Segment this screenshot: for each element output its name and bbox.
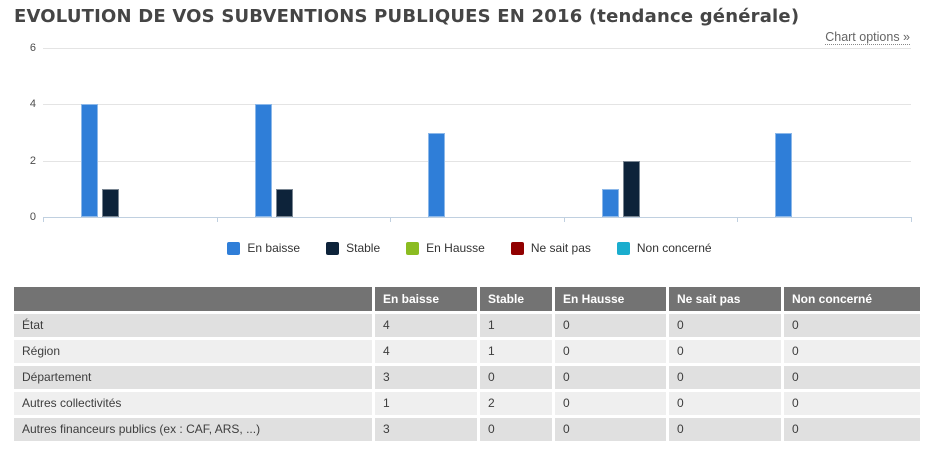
legend-item-ne-sait-pas[interactable]: Ne sait pas xyxy=(510,241,591,255)
row-label-cell: Autres collectivités xyxy=(14,392,372,415)
legend-label: Non concerné xyxy=(636,241,712,255)
bar-stable-3 xyxy=(622,160,640,217)
table-header-row: En baisse Stable En Hausse Ne sait pas Non c… xyxy=(14,287,920,311)
row-label-cell: État xyxy=(14,314,372,337)
value-cell: 0 xyxy=(555,392,666,415)
y-axis-tick-label: 4 xyxy=(29,98,36,111)
table-header-cell: En baisse xyxy=(375,287,477,311)
bar-en-baisse-2 xyxy=(428,132,446,217)
x-axis-tick xyxy=(43,217,44,222)
table-row: Autres financeurs publics (ex : CAF, ARS… xyxy=(14,418,920,441)
value-cell: 1 xyxy=(480,314,552,337)
chart-legend: En baisse Stable En Hausse Ne sait pas Non c… xyxy=(0,241,939,255)
bar-stable-0 xyxy=(102,188,119,217)
bar-en-baisse-0 xyxy=(81,104,98,217)
value-cell: 0 xyxy=(669,314,781,337)
legend-item-non-concerné[interactable]: Non concerné xyxy=(616,241,712,255)
value-cell: 0 xyxy=(784,314,920,337)
value-cell: 2 xyxy=(480,392,552,415)
table-header-cell: Non concerné xyxy=(784,287,920,311)
y-axis-tick-label: 6 xyxy=(29,42,36,54)
bar-en-baisse-1 xyxy=(254,104,272,217)
table-row: Département 3 0 0 0 0 xyxy=(14,366,920,389)
chart-options-link[interactable]: Chart options » xyxy=(825,30,910,45)
bar-en-baisse-4 xyxy=(775,132,793,217)
value-cell: 0 xyxy=(480,366,552,389)
bar-stable-1 xyxy=(275,188,293,217)
value-cell: 0 xyxy=(784,366,920,389)
value-cell: 4 xyxy=(375,314,477,337)
x-axis-tick xyxy=(911,217,912,222)
results-table-head: En baisse Stable En Hausse Ne sait pas Non c… xyxy=(14,287,920,311)
value-cell: 0 xyxy=(480,418,552,441)
legend-item-stable[interactable]: Stable xyxy=(326,241,380,255)
value-cell: 0 xyxy=(669,418,781,441)
x-axis-tick xyxy=(737,217,739,222)
x-axis-line xyxy=(43,217,911,218)
y-axis-tick-label: 2 xyxy=(29,154,36,167)
value-cell: 0 xyxy=(555,366,666,389)
value-cell: 3 xyxy=(375,418,477,441)
legend-label: Ne sait pas xyxy=(530,241,591,255)
table-header-cell: En Hausse xyxy=(555,287,666,311)
value-cell: 0 xyxy=(784,340,920,363)
gridline-y-6 xyxy=(43,48,911,49)
value-cell: 0 xyxy=(784,392,920,415)
value-cell: 3 xyxy=(375,366,477,389)
value-cell: 0 xyxy=(555,314,666,337)
value-cell: 0 xyxy=(669,340,781,363)
x-axis-tick xyxy=(216,217,218,222)
value-cell: 4 xyxy=(375,340,477,363)
row-label-cell: Autres financeurs publics (ex : CAF, ARS… xyxy=(14,418,372,441)
results-table: En baisse Stable En Hausse Ne sait pas Non c… xyxy=(11,284,923,444)
row-label-cell: Département xyxy=(14,366,372,389)
table-row: Région 4 1 0 0 0 xyxy=(14,340,920,363)
table-row: État 4 1 0 0 0 xyxy=(14,314,920,337)
table-header-cell: Stable xyxy=(480,287,552,311)
table-row: Autres collectivités 1 2 0 0 0 xyxy=(14,392,920,415)
value-cell: 1 xyxy=(375,392,477,415)
page-title: EVOLUTION DE VOS SUBVENTIONS PUBLIQUES E… xyxy=(14,6,800,27)
legend-swatch-icon xyxy=(227,241,241,255)
row-label-cell: Région xyxy=(14,340,372,363)
gridline-y-4 xyxy=(43,104,911,106)
legend-item-en-baisse[interactable]: En baisse xyxy=(227,241,300,255)
value-cell: 0 xyxy=(555,418,666,441)
table-header-empty-cell xyxy=(14,287,372,311)
x-axis-tick xyxy=(563,217,565,222)
legend-label: En Hausse xyxy=(426,241,485,255)
legend-label: Stable xyxy=(346,241,381,255)
value-cell: 0 xyxy=(669,366,781,389)
x-axis-tick xyxy=(390,217,392,222)
legend-swatch-icon xyxy=(616,241,630,255)
value-cell: 0 xyxy=(669,392,781,415)
gridline-y-2 xyxy=(43,160,911,162)
results-table-body: État 4 1 0 0 0 Région 4 1 0 0 0 Département 3 0 0 0 0 Autr… xyxy=(14,314,920,441)
value-cell: 1 xyxy=(480,340,552,363)
legend-swatch-icon xyxy=(326,241,340,255)
bar-chart-plot-area xyxy=(43,48,912,222)
legend-swatch-icon xyxy=(510,241,524,255)
legend-label: En baisse xyxy=(247,241,301,255)
value-cell: 0 xyxy=(555,340,666,363)
legend-item-en-hausse[interactable]: En Hausse xyxy=(406,241,485,255)
y-axis-tick-label: 0 xyxy=(29,211,36,223)
legend-swatch-icon xyxy=(406,241,420,255)
table-header-cell: Ne sait pas xyxy=(669,287,781,311)
value-cell: 0 xyxy=(784,418,920,441)
bar-en-baisse-3 xyxy=(601,188,619,217)
